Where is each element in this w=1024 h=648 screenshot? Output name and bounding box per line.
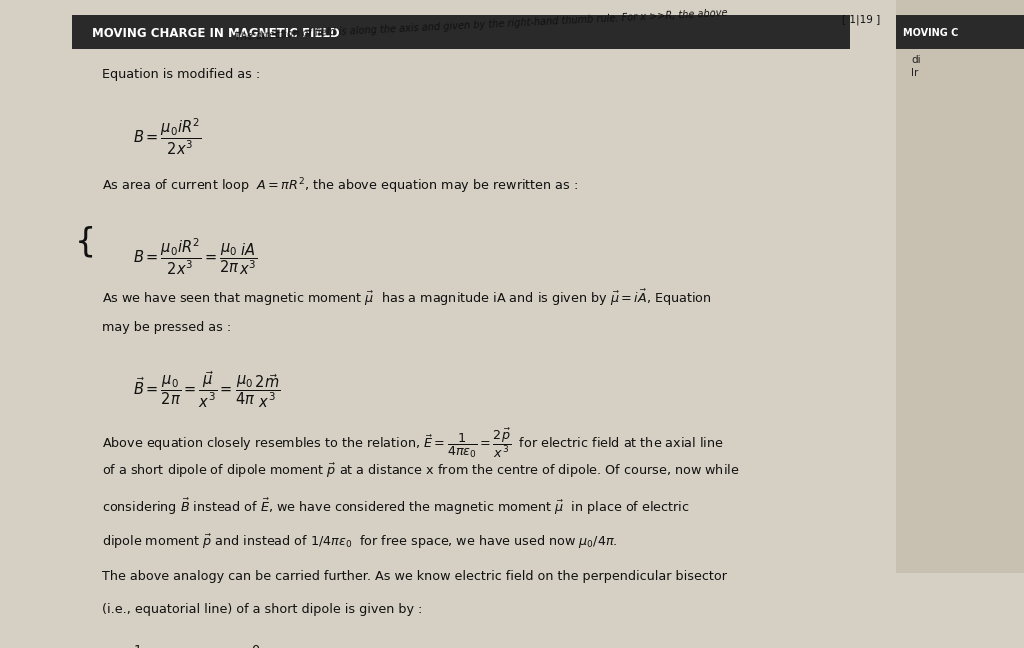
Text: dipole moment $\vec{p}$ and instead of $1/4\pi\epsilon_0$  for free space, we ha: dipole moment $\vec{p}$ and instead of $… bbox=[102, 533, 618, 551]
Text: considering $\vec{B}$ instead of $\vec{E}$, we have considered the magnetic mome: considering $\vec{B}$ instead of $\vec{E… bbox=[102, 497, 690, 517]
Text: $\{$: $\{$ bbox=[74, 225, 93, 260]
Text: may be pressed as :: may be pressed as : bbox=[102, 321, 231, 334]
Text: MOVING CHARGE IN MAGNETIC FIELD: MOVING CHARGE IN MAGNETIC FIELD bbox=[92, 27, 340, 40]
Text: (i.e., equatorial line) of a short dipole is given by :: (i.e., equatorial line) of a short dipol… bbox=[102, 603, 423, 616]
Bar bbox=[72, 16, 850, 49]
Bar bbox=[896, 0, 1024, 573]
Text: Equation is modified as :: Equation is modified as : bbox=[102, 67, 261, 80]
Bar bbox=[896, 16, 1024, 49]
Text: As area of current loop  $A = \pi R^2$, the above equation may be rewritten as :: As area of current loop $A = \pi R^2$, t… bbox=[102, 176, 579, 196]
Text: lr: lr bbox=[911, 68, 919, 78]
Text: [ 1|19 ]: [ 1|19 ] bbox=[842, 15, 880, 25]
Text: MOVING C: MOVING C bbox=[903, 29, 958, 38]
Text: As we have seen that magnetic moment $\vec{\mu}$  has a magnitude iA and is give: As we have seen that magnetic moment $\v… bbox=[102, 288, 712, 308]
Text: The direction of field is along the axis and given by the right-hand thumb rule.: The direction of field is along the axis… bbox=[234, 8, 728, 41]
Text: $0$: $0$ bbox=[251, 644, 260, 648]
Text: $\vec{B} = \dfrac{\mu_0}{2\pi} = \dfrac{\vec{\mu}}{x^3} = \dfrac{\mu_0}{4\pi} \d: $\vec{B} = \dfrac{\mu_0}{2\pi} = \dfrac{… bbox=[133, 370, 281, 410]
Text: $B = \dfrac{\mu_0 i R^2}{2x^3}$: $B = \dfrac{\mu_0 i R^2}{2x^3}$ bbox=[133, 116, 202, 157]
Text: of a short dipole of dipole moment $\vec{p}$ at a distance x from the centre of : of a short dipole of dipole moment $\vec… bbox=[102, 461, 739, 480]
Text: di: di bbox=[911, 55, 921, 65]
Text: $\rightarrow$: $\rightarrow$ bbox=[189, 644, 204, 648]
Text: $1$: $1$ bbox=[133, 644, 142, 648]
Text: $B = \dfrac{\mu_0 i R^2}{2x^3} = \dfrac{\mu_0}{2\pi} \dfrac{iA}{x^3}$: $B = \dfrac{\mu_0 i R^2}{2x^3} = \dfrac{… bbox=[133, 237, 258, 277]
Text: The above analogy can be carried further. As we know electric field on the perpe: The above analogy can be carried further… bbox=[102, 570, 727, 583]
Text: Above equation closely resembles to the relation, $\vec{E} = \dfrac{1}{4\pi\epsi: Above equation closely resembles to the … bbox=[102, 426, 724, 459]
